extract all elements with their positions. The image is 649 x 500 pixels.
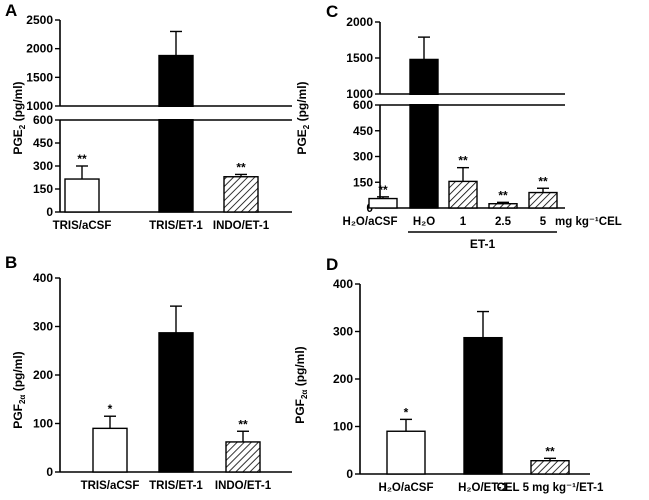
panel-b-y-axis-label: PGF2α (pg/ml) — [11, 351, 27, 428]
panel-d-significance-marker: ** — [545, 444, 555, 458]
panel-a-y-tick-label: 1500 — [26, 70, 53, 84]
panel-b-significance-marker: ** — [238, 417, 248, 431]
panel-b-x-tick-label: INDO/ET-1 — [215, 480, 272, 492]
panel-a-bar — [158, 54, 194, 213]
panel-c-bar-break-gap — [409, 95, 439, 104]
panel-a-y-tick-label: 2500 — [26, 13, 53, 27]
panel-d-bar — [386, 430, 426, 475]
panel-b-bar — [225, 441, 261, 473]
panel-c-y-tick-label: 150 — [353, 175, 373, 189]
panel-a-x-tick-label: INDO/ET-1 — [213, 220, 270, 232]
panel-c-y-tick-label: 450 — [353, 124, 373, 138]
panel-b-y-tick-label: 100 — [33, 417, 53, 431]
panel-c-bar — [448, 180, 478, 209]
panel-b-y-tick-label: 400 — [33, 271, 53, 285]
panel-a-y-tick-label: 0 — [46, 205, 53, 219]
panel-a-y-tick-label: 2000 — [26, 42, 53, 56]
panel-c-bar — [368, 197, 398, 209]
panel-c-x-tick-label: 2.5 — [495, 216, 512, 228]
panel-a-bar-break-gap — [158, 107, 194, 119]
panel-a-significance-marker: ** — [236, 160, 246, 174]
panel-a-bar — [223, 176, 259, 213]
panel-d-y-axis-label: PGF2α (pg/ml) — [293, 346, 309, 423]
panel-a-y-tick-label: 450 — [33, 136, 53, 150]
panel-a-x-tick-label: TRIS/ET-1 — [149, 220, 203, 232]
panel-c-x-unit-label: mg kg⁻¹CEL — [555, 216, 622, 228]
panel-b-letter: B — [5, 253, 17, 272]
panel-d-y-tick-label: 100 — [333, 420, 353, 434]
panel-c-bar — [409, 58, 439, 209]
panel-d-y-tick-label: 200 — [333, 372, 353, 386]
panel-b-bar — [92, 427, 128, 473]
panel-a-y-tick-label: 300 — [33, 159, 53, 173]
panel-c-y-tick-label: 2000 — [346, 15, 373, 29]
panel-c-significance-marker: ** — [458, 154, 468, 168]
panel-c-x-tick-label: H₂O — [413, 216, 435, 228]
panel-a-letter: A — [5, 1, 17, 20]
panel-b-x-tick-label: TRIS/aCSF — [81, 480, 140, 492]
panel-d-bar — [463, 336, 503, 475]
panel-a-y-tick-label: 150 — [33, 182, 53, 196]
panel-c-group-label: ET-1 — [470, 237, 496, 251]
panel-d-y-tick-label: 400 — [333, 277, 353, 291]
panel-d-significance-marker: * — [404, 405, 409, 419]
panel-d-x-tick-label: CEL 5 mg kg⁻¹/ET-1 — [497, 482, 604, 494]
panel-c-bar — [528, 191, 558, 209]
panel-b-significance-marker: * — [108, 402, 113, 416]
panel-d-letter: D — [326, 255, 338, 274]
panel-b-bar — [158, 332, 194, 473]
panel-c-x-tick-label: 5 — [540, 216, 547, 228]
panel-d-x-tick-label: H₂O/aCSF — [379, 482, 434, 494]
panel-d-y-tick-label: 0 — [346, 467, 353, 481]
panel-d-bar — [530, 460, 570, 475]
panel-c-significance-marker: ** — [538, 174, 548, 188]
panel-c-y-tick-label: 600 — [353, 98, 373, 112]
panel-c-y-axis-label: PGE2 (pg/ml) — [295, 81, 311, 154]
panel-c-significance-marker: ** — [378, 183, 388, 197]
panel-a-y-axis-label: PGE2 (pg/ml) — [11, 81, 27, 154]
panel-c-y-tick-label: 1000 — [346, 87, 373, 101]
panel-a-y-tick-label: 600 — [33, 113, 53, 127]
panel-c-y-tick-label: 1500 — [346, 51, 373, 65]
panel-b-x-tick-label: TRIS/ET-1 — [149, 480, 203, 492]
panel-a-bar — [64, 178, 100, 213]
panel-b-y-tick-label: 200 — [33, 368, 53, 382]
panel-a-x-tick-label: TRIS/aCSF — [53, 220, 112, 232]
panel-c-x-tick-label: 1 — [460, 216, 467, 228]
panel-c-bar — [488, 203, 518, 209]
panel-d-y-tick-label: 300 — [333, 325, 353, 339]
panel-b-y-tick-label: 0 — [46, 465, 53, 479]
panel-a-significance-marker: ** — [77, 152, 87, 166]
panel-c-significance-marker: ** — [498, 188, 508, 202]
panel-c-y-tick-label: 300 — [353, 150, 373, 164]
panel-c-x-tick-label: H₂O/aCSF — [343, 216, 398, 228]
panel-c-letter: C — [326, 2, 338, 21]
panel-d-x-tick-label: H₂O/ET-1 — [458, 482, 508, 494]
panel-b-y-tick-label: 300 — [33, 320, 53, 334]
panel-a-y-tick-label: 1000 — [26, 99, 53, 113]
